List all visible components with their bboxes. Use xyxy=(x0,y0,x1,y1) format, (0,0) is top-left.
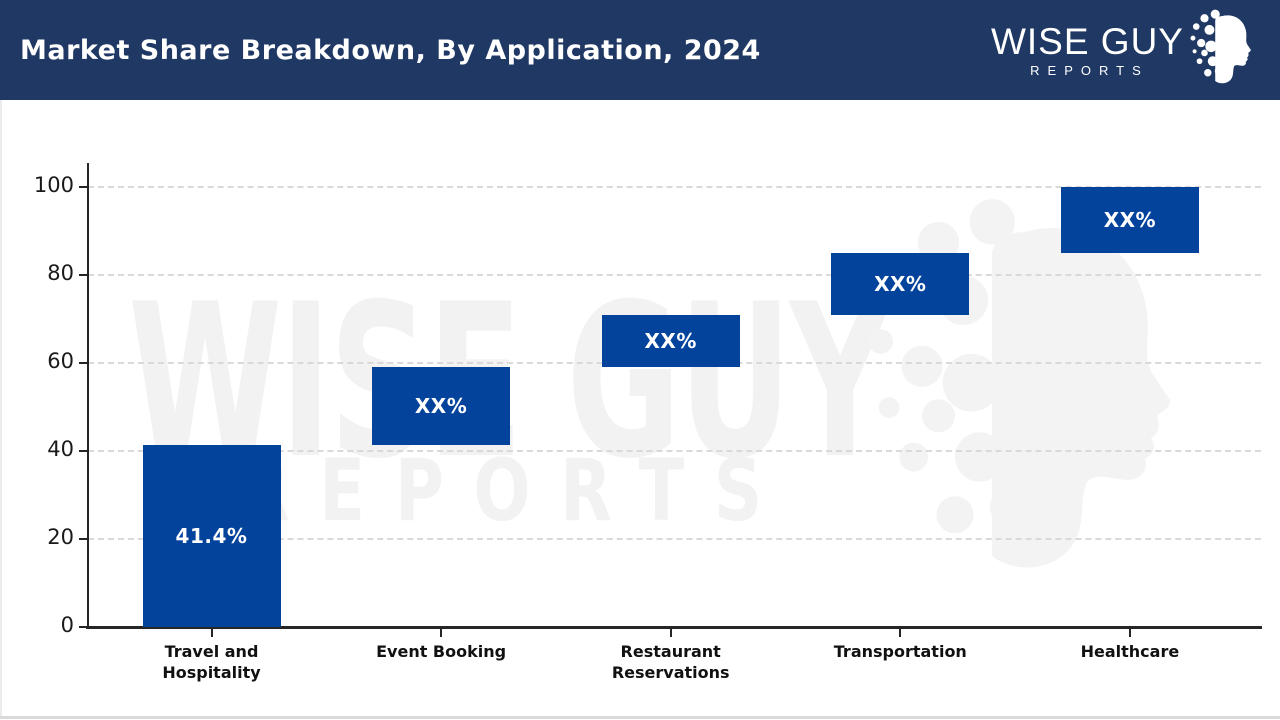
gridline-20 xyxy=(88,538,1261,540)
x-axis-category-label: Travel and Hospitality xyxy=(162,642,261,683)
x-axis-category-label: Transportation xyxy=(833,642,967,661)
chart-title: Market Share Breakdown, By Application, … xyxy=(20,34,761,66)
y-axis-line xyxy=(87,163,89,628)
x-axis-tick xyxy=(210,629,213,637)
dotted-head-icon xyxy=(1188,9,1254,91)
gridline-100 xyxy=(88,186,1261,188)
bar-value-label: 41.4% xyxy=(175,523,248,548)
x-axis-tick xyxy=(669,629,672,637)
y-axis-tick-label: 80 xyxy=(47,261,74,285)
y-axis-tick-label: 100 xyxy=(33,173,74,197)
bar-travel-and-hospitality: 41.4% xyxy=(142,444,281,627)
y-axis-tick xyxy=(79,538,87,540)
bar-restaurant-reservations: XX% xyxy=(601,314,740,368)
bar-value-label: XX% xyxy=(874,271,927,296)
x-axis-tick xyxy=(1128,629,1131,637)
x-axis-line xyxy=(86,626,1262,629)
y-axis-tick-label: 60 xyxy=(47,349,74,373)
y-axis-tick xyxy=(79,450,87,452)
watermark-head-icon xyxy=(856,196,1186,590)
brand-name: WISE GUY xyxy=(990,20,1184,62)
y-axis-tick xyxy=(79,274,87,276)
footer-strip xyxy=(0,716,1280,719)
bar-healthcare: XX% xyxy=(1060,187,1199,253)
x-axis-tick xyxy=(440,629,443,637)
header: Market Share Breakdown, By Application, … xyxy=(0,0,1280,100)
chart-area: WISE GUY REPORTS 0 20 40 60 80 100 41.4% Travel… xyxy=(0,100,1280,717)
bar-transportation: XX% xyxy=(831,253,970,315)
x-axis-category-label: Restaurant Reservations xyxy=(611,642,730,683)
bar-event-booking: XX% xyxy=(372,367,511,445)
watermark-subtext: REPORTS xyxy=(238,441,792,541)
x-axis-tick xyxy=(899,629,902,637)
bar-value-label: XX% xyxy=(644,328,697,353)
y-axis-tick xyxy=(79,362,87,364)
y-axis-tick-label: 40 xyxy=(47,437,74,461)
brand-subname: REPORTS xyxy=(1030,62,1149,78)
left-edge-border xyxy=(0,100,2,717)
y-axis-tick-label: 20 xyxy=(47,525,74,549)
y-axis-tick xyxy=(79,186,87,188)
brand-logo: WISE GUY REPORTS xyxy=(991,9,1254,91)
bar-value-label: XX% xyxy=(414,394,468,419)
bar-value-label: XX% xyxy=(1103,208,1157,232)
x-axis-category-label: Healthcare xyxy=(1080,642,1180,661)
y-axis-tick xyxy=(79,626,87,628)
x-axis-category-label: Event Booking xyxy=(376,642,507,661)
brand-logo-text: WISE GUY REPORTS xyxy=(991,23,1184,78)
y-axis-tick-label: 0 xyxy=(60,613,74,637)
gridline-80 xyxy=(88,274,1261,276)
gridline-40 xyxy=(88,450,1261,452)
